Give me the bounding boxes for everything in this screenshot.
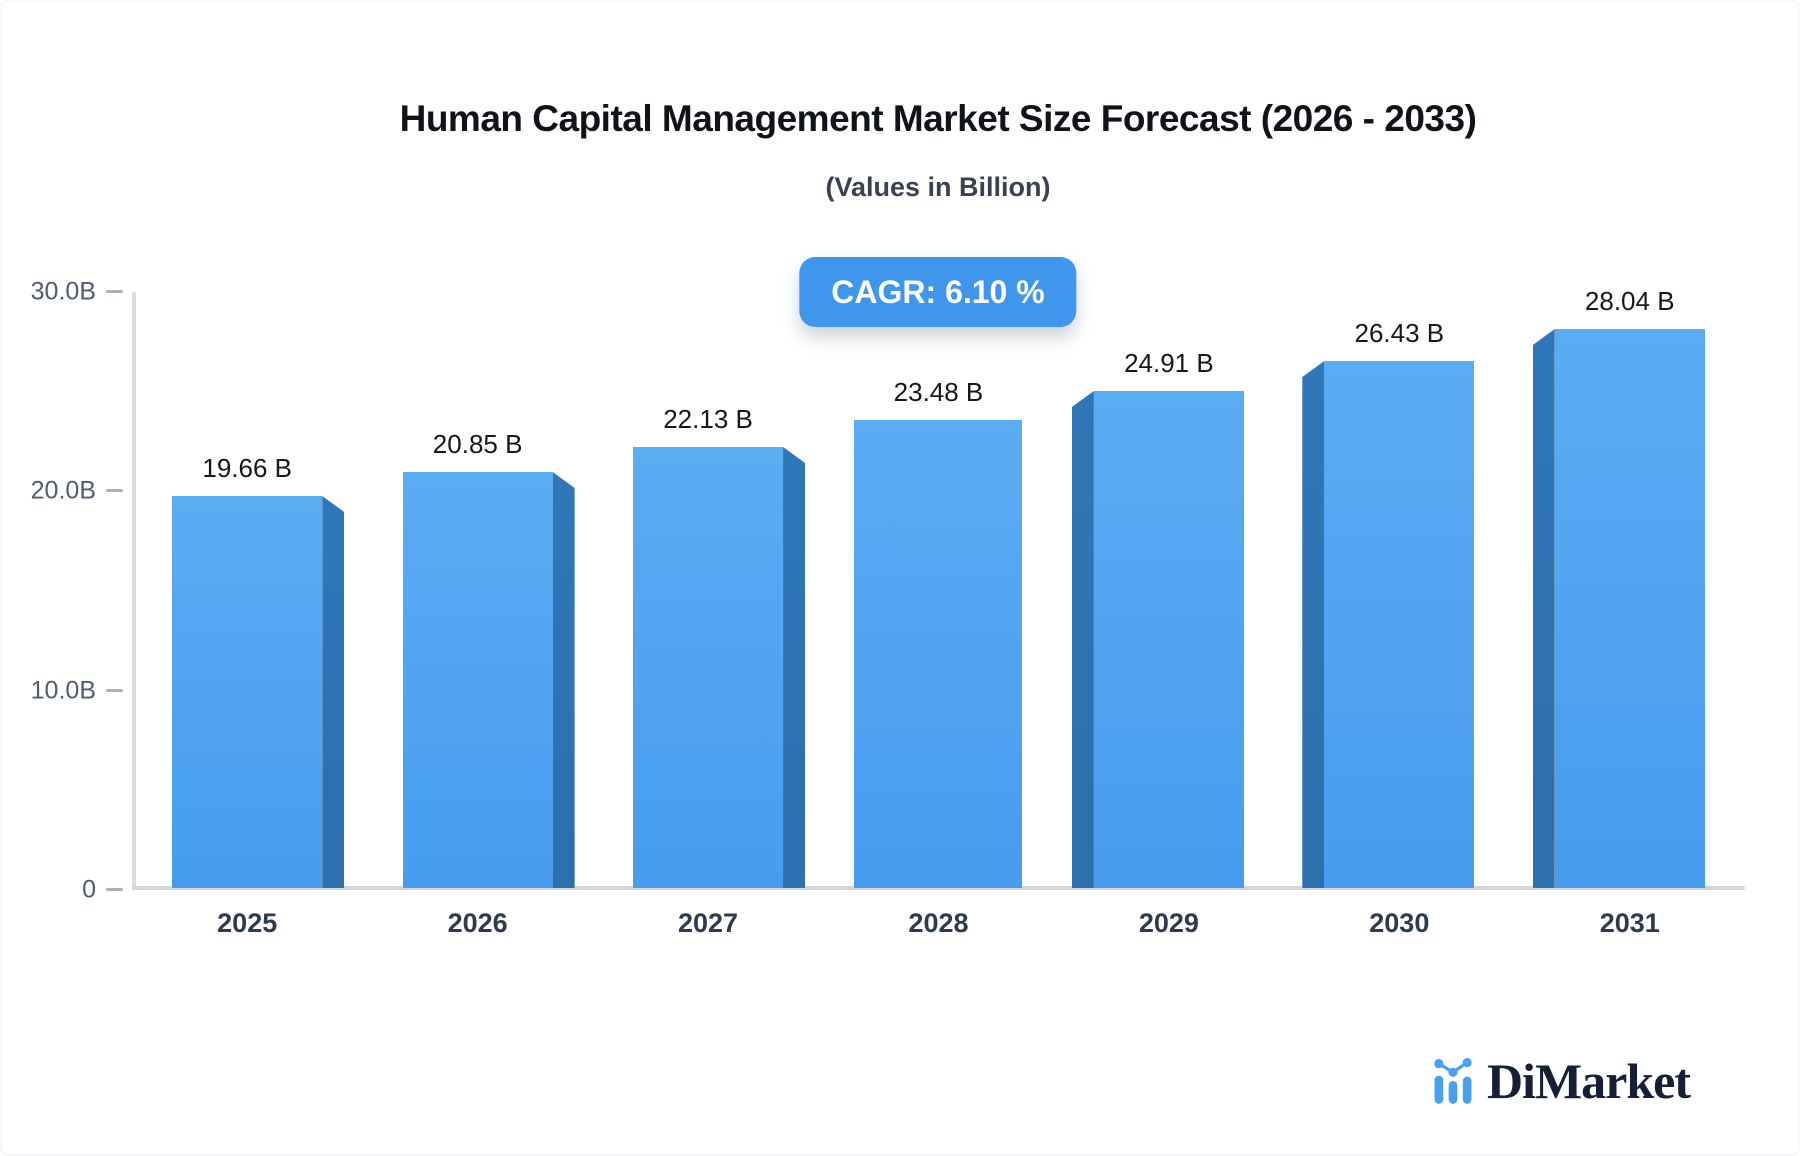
bar-2031[interactable] bbox=[1532, 329, 1705, 888]
bar-2027[interactable] bbox=[633, 447, 806, 888]
logo-text: DiMarket bbox=[1486, 1053, 1691, 1109]
bar-value-label: 22.13 B bbox=[663, 404, 753, 434]
bar-face[interactable] bbox=[1554, 329, 1705, 888]
bar-face[interactable] bbox=[633, 447, 784, 888]
y-tick-label: 10.0B bbox=[30, 676, 96, 705]
bar-slot-2026: 20.85 B 2026 bbox=[362, 292, 592, 938]
x-axis-label: 2031 bbox=[1599, 908, 1660, 938]
bar-face[interactable] bbox=[1324, 361, 1475, 888]
dimarket-logo: DiMarket bbox=[1431, 1053, 1691, 1109]
bar-face[interactable] bbox=[172, 496, 323, 888]
bar-side-face bbox=[1302, 361, 1325, 888]
x-axis-label: 2026 bbox=[447, 908, 508, 938]
bar-2028[interactable] bbox=[854, 420, 1023, 888]
bar-value-label: 28.04 B bbox=[1584, 286, 1675, 316]
bar-slot-2027: 22.13 B 2027 bbox=[593, 292, 823, 938]
y-tick-dash bbox=[106, 290, 123, 293]
y-tick-label: 30.0B bbox=[30, 277, 96, 306]
bar-value-label: 19.66 B bbox=[202, 453, 293, 483]
y-axis-line bbox=[132, 292, 136, 890]
bar-slot-2031: 28.04 B 2031 bbox=[1515, 286, 1745, 938]
bar-side-face bbox=[1071, 391, 1094, 888]
bar-value-label: 20.85 B bbox=[432, 429, 523, 459]
y-tick-dash bbox=[106, 489, 123, 493]
bar-slot-2029: 24.91 B 2029 bbox=[1054, 292, 1284, 938]
bar-slot-2025: 19.66 B 2025 bbox=[132, 292, 362, 938]
y-tick-dash bbox=[106, 688, 123, 692]
plot-area: 30.0B 20.0B 10.0B 0 19.66 B 2025 20.85 B 2026 2… bbox=[31, 278, 1745, 938]
bar-face[interactable] bbox=[1093, 391, 1244, 888]
mini-bar-chart-icon bbox=[1434, 1057, 1472, 1104]
y-tick-label: 0 bbox=[82, 875, 96, 904]
chart-subtitle: (Values in Billion) bbox=[825, 172, 1051, 202]
x-axis-label: 2028 bbox=[908, 908, 969, 938]
bar-side-face bbox=[552, 472, 575, 888]
x-axis-label: 2025 bbox=[217, 908, 278, 938]
x-axis-label: 2027 bbox=[678, 908, 739, 938]
bar-2025[interactable] bbox=[172, 496, 345, 888]
y-tick-dash bbox=[106, 888, 123, 891]
x-axis-label: 2029 bbox=[1138, 908, 1199, 938]
bar-face[interactable] bbox=[854, 420, 1023, 888]
chart-title: Human Capital Management Market Size For… bbox=[399, 98, 1477, 139]
bar-series: 19.66 B 2025 20.85 B 2026 22.13 B 2027 23.48 B… bbox=[132, 286, 1745, 938]
bar-2030[interactable] bbox=[1302, 361, 1475, 888]
bar-value-label: 23.48 B bbox=[893, 377, 984, 407]
bar-side-face bbox=[322, 496, 345, 888]
x-axis-label: 2030 bbox=[1369, 908, 1430, 938]
cagr-badge: CAGR: 6.10 % bbox=[799, 257, 1077, 327]
bar-value-label: 24.91 B bbox=[1124, 348, 1214, 378]
bar-value-label: 26.43 B bbox=[1354, 318, 1445, 348]
bar-face[interactable] bbox=[402, 472, 553, 888]
bar-slot-2028: 23.48 B 2028 bbox=[823, 292, 1053, 938]
bar-2026[interactable] bbox=[402, 472, 575, 888]
bar-side-face bbox=[783, 447, 806, 888]
bar-side-face bbox=[1532, 329, 1555, 888]
bar-slot-2030: 26.43 B 2030 bbox=[1284, 292, 1514, 938]
y-tick-label: 20.0B bbox=[30, 476, 96, 505]
bar-2029[interactable] bbox=[1071, 391, 1244, 888]
x-axis-line bbox=[132, 886, 1745, 890]
